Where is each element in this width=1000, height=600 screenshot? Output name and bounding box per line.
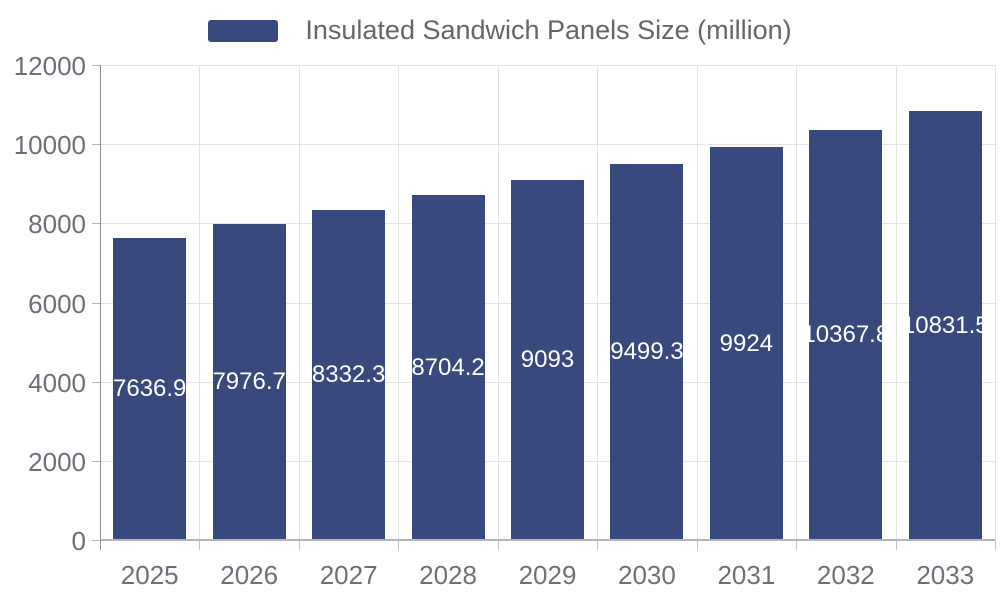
y-axis-tick [92,65,100,66]
x-axis-tick [995,540,996,550]
x-axis-tick [696,540,698,550]
x-axis-label: 2026 [220,560,279,590]
x-grid-line [199,65,201,540]
bar: 9499.3 [610,164,684,540]
y-grid-line [100,65,995,66]
bar-value-label: 7976.7 [212,368,286,396]
x-axis-label: 2031 [717,560,776,590]
y-axis-tick [92,223,100,225]
bar: 7636.9 [113,237,187,540]
y-axis-tick [92,540,100,541]
bar: 10831.5 [908,111,982,540]
x-grid-line [497,65,499,540]
plot-area: 7636.9 7976.7 8332.3 8704.2 9093 9499.3 9924 10… [100,65,996,540]
x-axis-tick [497,540,499,550]
x-axis-line [100,539,995,541]
y-axis-label: 6000 [28,288,86,319]
bar-value-label: 9924 [719,329,774,357]
y-axis-label: 2000 [28,446,86,477]
legend-swatch [208,19,279,42]
bar-value-label: 10367.8 [809,320,882,348]
x-grid-line [597,65,599,540]
x-axis-label: 2028 [419,560,477,590]
y-axis-tick [92,381,100,383]
x-axis-tick [298,540,300,550]
y-grid-line [100,144,995,146]
bar: 9924 [709,147,783,540]
y-axis-label: 12000 [13,51,86,81]
x-axis-label: 2025 [120,560,179,590]
x-axis-tick [398,540,400,550]
x-grid-line [995,65,996,540]
x-axis-tick [597,540,599,550]
x-grid-line [398,65,400,540]
legend-label: Insulated Sandwich Panels Size (million) [305,15,792,45]
bar: 8704.2 [411,195,485,540]
y-axis-tick [92,302,100,304]
legend[interactable]: Insulated Sandwich Panels Size (million) [0,17,1000,44]
bar: 9093 [510,180,585,540]
y-axis-label: 10000 [13,130,86,161]
x-grid-line [298,65,300,540]
x-axis-tick [895,540,897,550]
x-axis-label: 2033 [916,560,975,590]
y-axis-tick [92,460,100,462]
bar-value-label: 10831.5 [909,311,982,339]
x-axis-label: 2029 [518,560,577,590]
bar: 10367.8 [809,129,883,540]
bar: 7976.7 [212,224,286,540]
y-axis-label: 8000 [28,209,86,240]
x-axis-tick [199,540,201,550]
y-axis-label: 4000 [28,367,86,398]
bar-value-label: 9499.3 [610,338,684,365]
bar-value-label: 9093 [520,346,575,374]
x-axis-label: 2032 [816,560,875,590]
y-axis-line [100,65,101,550]
x-grid-line [696,65,698,540]
bar-value-label: 8704.2 [411,353,485,381]
x-grid-line [895,65,897,540]
y-axis-label: 0 [71,526,86,556]
x-axis-label: 2030 [618,560,676,590]
x-axis-tick [796,540,798,550]
x-axis-label: 2027 [319,560,378,590]
bar-value-label: 8332.3 [312,361,386,389]
y-axis-tick [92,144,100,146]
bar-value-label: 7636.9 [113,374,187,402]
bar: 8332.3 [312,210,386,540]
x-grid-line [796,65,798,540]
